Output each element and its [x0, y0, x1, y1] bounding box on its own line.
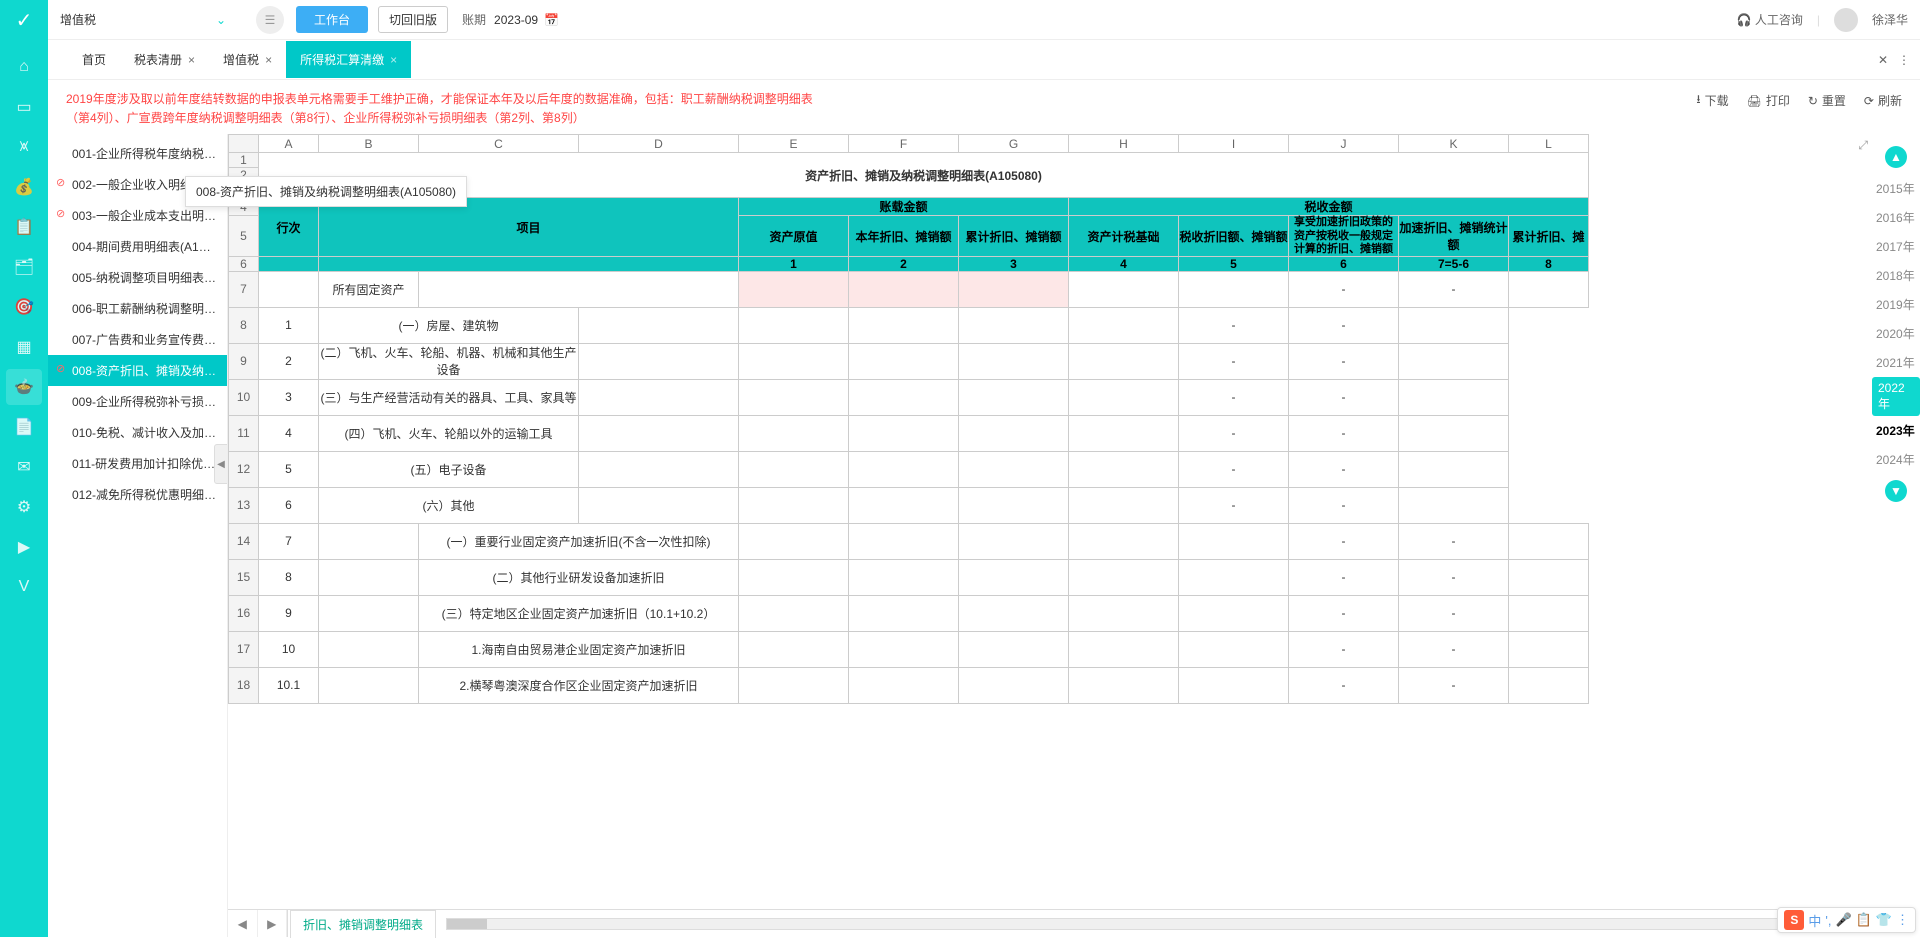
table-row[interactable]: 92(二）飞机、火车、轮船、机器、机械和其他生产设备--: [229, 343, 1589, 379]
year-down-icon[interactable]: ▼: [1885, 480, 1907, 502]
period-label: 账期: [462, 11, 486, 28]
form-tooltip: 008-资产折旧、摊销及纳税调整明细表(A105080): [185, 176, 467, 207]
sheet-next-icon[interactable]: ▶: [258, 910, 288, 937]
period-value[interactable]: 2023-09: [494, 13, 538, 27]
nav-home-icon[interactable]: ⌂: [6, 49, 42, 85]
nav-settings-icon[interactable]: ⚙: [6, 489, 42, 525]
year-item[interactable]: 2024年: [1872, 445, 1920, 474]
year-item[interactable]: 2020年: [1872, 319, 1920, 348]
table-row[interactable]: 17101.海南自由贸易港企业固定资产加速折旧--: [229, 631, 1589, 667]
form-list-item[interactable]: 006-职工薪酬纳税调整明细...: [48, 293, 227, 324]
nav-money-icon[interactable]: 💰: [6, 169, 42, 205]
table-row[interactable]: 81(一）房屋、建筑物--: [229, 307, 1589, 343]
table-row[interactable]: 136(六）其他--: [229, 487, 1589, 523]
username-label: 徐泽华: [1872, 11, 1908, 28]
year-item[interactable]: 2018年: [1872, 261, 1920, 290]
nav-report-icon[interactable]: 📄: [6, 409, 42, 445]
form-list-item[interactable]: 008-资产折旧、摊销及纳税...: [48, 355, 227, 386]
consult-link[interactable]: 🎧 人工咨询: [1737, 11, 1803, 28]
download-button[interactable]: ⭳ 下载: [1696, 90, 1728, 111]
close-icon[interactable]: ×: [390, 53, 397, 67]
year-item[interactable]: 2019年: [1872, 290, 1920, 319]
year-sidebar: ▲ 2015年2016年2017年2018年2019年2020年2021年202…: [1872, 134, 1920, 937]
nav-tax-icon[interactable]: 🍲: [6, 369, 42, 405]
ime-toolbar[interactable]: S 中 ', 🎤 📋 👕 ⋮: [1777, 907, 1916, 933]
year-item[interactable]: 2016年: [1872, 203, 1920, 232]
collapse-handle[interactable]: ◀: [214, 444, 228, 484]
nav-video-icon[interactable]: ▶: [6, 529, 42, 565]
tab-home[interactable]: 首页: [68, 41, 120, 78]
tab-more-icon[interactable]: ⋮: [1898, 53, 1910, 67]
table-row[interactable]: 1810.12.横琴粤澳深度合作区企业固定资产加速折旧--: [229, 667, 1589, 703]
form-list-item[interactable]: 007-广告费和业务宣传费跨...: [48, 324, 227, 355]
table-row[interactable]: 169(三）特定地区企业固定资产加速折旧（10.1+10.2）--: [229, 595, 1589, 631]
form-list-item[interactable]: 012-减免所得税优惠明细表(...: [48, 479, 227, 510]
left-nav: ✓ ⌂ ▭ ⩙ 💰 📋 🗂 🎯 ▦ 🍲 📄 ✉ ⚙ ▶ V: [0, 0, 48, 937]
table-row[interactable]: 125(五）电子设备--: [229, 451, 1589, 487]
sheet-prev-icon[interactable]: ◀: [228, 910, 258, 937]
form-list: 001-企业所得税年度纳税申...002-一般企业收入明细表(A1...003-…: [48, 134, 228, 937]
header-circle-button[interactable]: ☰: [256, 6, 284, 34]
sheet-tab[interactable]: 折旧、摊销调整明细表: [290, 910, 436, 938]
table-row[interactable]: 114(四）飞机、火车、轮船以外的运输工具--: [229, 415, 1589, 451]
nav-clip-icon[interactable]: 📋: [6, 209, 42, 245]
year-item[interactable]: 2021年: [1872, 348, 1920, 377]
nav-mail-icon[interactable]: ✉: [6, 449, 42, 485]
nav-stamp-icon[interactable]: 🎯: [6, 289, 42, 325]
form-list-item[interactable]: 001-企业所得税年度纳税申...: [48, 138, 227, 169]
tab-income-tax[interactable]: 所得税汇算清缴×: [286, 41, 411, 78]
tab-vat[interactable]: 增值税×: [209, 41, 286, 78]
year-item[interactable]: 2023年: [1872, 416, 1920, 445]
tax-type-label: 增值税: [60, 11, 96, 28]
nav-calendar-icon[interactable]: ▦: [6, 329, 42, 365]
expand-handle-icon[interactable]: ⤢: [1858, 138, 1868, 153]
form-list-item[interactable]: 004-期间费用明细表(A1040...: [48, 231, 227, 262]
form-list-item[interactable]: 010-免税、减计收入及加计...: [48, 417, 227, 448]
nav-doc-icon[interactable]: ▭: [6, 89, 42, 125]
refresh-button[interactable]: ⟳ 刷新: [1864, 90, 1902, 111]
user-avatar-icon[interactable]: [1834, 8, 1858, 32]
form-list-item[interactable]: 005-纳税调整项目明细表(A1...: [48, 262, 227, 293]
nav-chart-icon[interactable]: ⩙: [6, 129, 42, 165]
close-icon[interactable]: ×: [188, 53, 195, 67]
tax-type-dropdown[interactable]: 增值税 ⌄: [60, 11, 240, 28]
nav-review-icon[interactable]: 🗂: [6, 249, 42, 285]
form-list-item[interactable]: 009-企业所得税弥补亏损明...: [48, 386, 227, 417]
horizontal-scrollbar[interactable]: [446, 918, 1862, 930]
page-tabs: 首页 税表清册× 增值税× 所得税汇算清缴× ✕ ⋮: [48, 40, 1920, 80]
top-bar: 增值税 ⌄ ☰ 工作台 切回旧版 账期 2023-09 📅 🎧 人工咨询 | 徐…: [48, 0, 1920, 40]
year-up-icon[interactable]: ▲: [1885, 146, 1907, 168]
ime-logo-icon[interactable]: S: [1784, 910, 1804, 930]
spreadsheet-table[interactable]: A B C D E F G H I J K L: [228, 134, 1589, 704]
app-logo-icon: ✓: [16, 8, 33, 33]
nav-v-icon[interactable]: V: [6, 569, 42, 605]
switch-old-button[interactable]: 切回旧版: [378, 6, 448, 33]
tab-tax-list[interactable]: 税表清册×: [120, 41, 209, 78]
corner-cell[interactable]: [229, 135, 259, 153]
year-item[interactable]: 2017年: [1872, 232, 1920, 261]
print-button[interactable]: 🖨 打印: [1747, 90, 1790, 111]
chevron-down-icon: ⌄: [216, 13, 226, 27]
tab-close-all-icon[interactable]: ✕: [1878, 53, 1888, 67]
year-item[interactable]: 2022年: [1872, 377, 1920, 416]
close-icon[interactable]: ×: [265, 53, 272, 67]
calendar-icon[interactable]: 📅: [544, 13, 559, 27]
table-row[interactable]: 158(二）其他行业研发设备加速折旧--: [229, 559, 1589, 595]
table-row[interactable]: 103(三）与生产经营活动有关的器具、工具、家具等--: [229, 379, 1589, 415]
table-row[interactable]: 147(一）重要行业固定资产加速折旧(不含一次性扣除)--: [229, 523, 1589, 559]
reset-button[interactable]: ↻ 重置: [1808, 90, 1846, 111]
form-list-item[interactable]: 011-研发费用加计扣除优惠...: [48, 448, 227, 479]
year-item[interactable]: 2015年: [1872, 174, 1920, 203]
warning-text: 2019年度涉及取以前年度结转数据的申报表单元格需要手工维护正确，才能保证本年及…: [66, 90, 826, 128]
workbench-button[interactable]: 工作台: [296, 6, 368, 33]
